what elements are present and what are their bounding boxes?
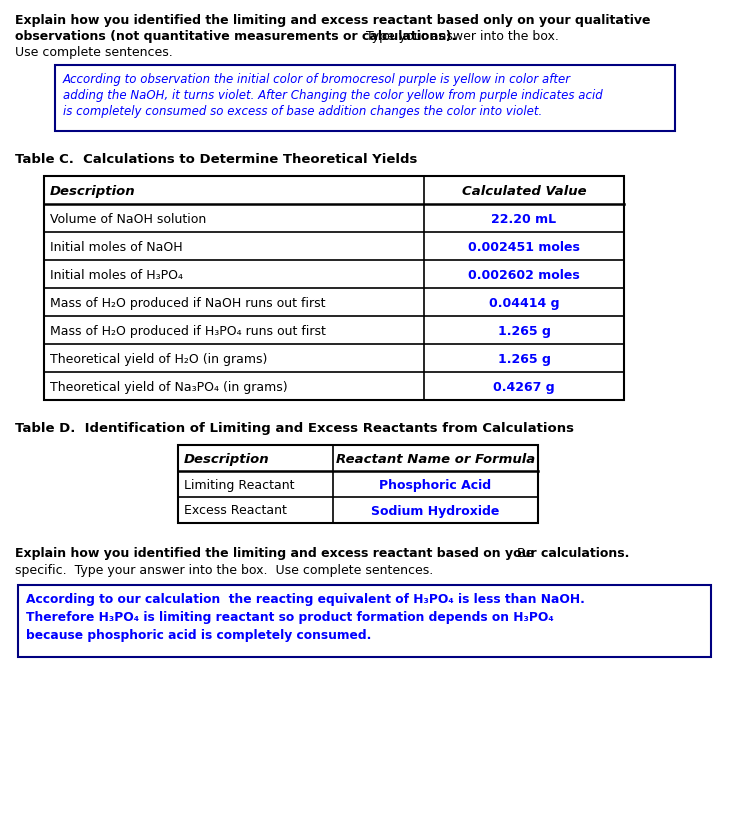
Text: According to observation the initial color of bromocresol purple is yellow in co: According to observation the initial col… [63,73,571,86]
Text: specific.  Type your answer into the box.  Use complete sentences.: specific. Type your answer into the box.… [15,564,433,577]
Text: Reactant Name or Formula: Reactant Name or Formula [336,453,535,465]
Text: Mass of H₂O produced if H₃PO₄ runs out first: Mass of H₂O produced if H₃PO₄ runs out f… [50,324,326,338]
Text: Description: Description [184,453,270,465]
Bar [18,585,711,657]
Text: Excess Reactant: Excess Reactant [184,505,287,518]
Text: 0.002602 moles: 0.002602 moles [468,269,580,282]
Text: Calculated Value: Calculated Value [461,184,586,198]
Text: Explain how you identified the limiting and excess reactant based on your calcul: Explain how you identified the limiting … [15,547,629,560]
Text: 0.002451 moles: 0.002451 moles [468,240,580,254]
Text: Type your answer into the box.: Type your answer into the box. [358,30,559,43]
Text: because phosphoric acid is completely consumed.: because phosphoric acid is completely co… [26,629,371,642]
Text: Limiting Reactant: Limiting Reactant [184,479,295,491]
Text: Be: Be [509,547,534,560]
Text: Theoretical yield of Na₃PO₄ (in grams): Theoretical yield of Na₃PO₄ (in grams) [50,380,288,394]
Text: 22.20 mL: 22.20 mL [491,213,556,225]
Text: observations (not quantitative measurements or calculations).: observations (not quantitative measureme… [15,30,456,43]
Text: 1.265 g: 1.265 g [498,353,550,365]
Bar [55,65,675,131]
Text: Explain how you identified the limiting and excess reactant based only on your q: Explain how you identified the limiting … [15,14,650,27]
Text: Mass of H₂O produced if NaOH runs out first: Mass of H₂O produced if NaOH runs out fi… [50,297,326,309]
Text: Use complete sentences.: Use complete sentences. [15,46,173,59]
Text: Initial moles of NaOH: Initial moles of NaOH [50,240,183,254]
Text: Initial moles of H₃PO₄: Initial moles of H₃PO₄ [50,269,183,282]
Text: Phosphoric Acid: Phosphoric Acid [379,479,491,491]
Text: Table C.  Calculations to Determine Theoretical Yields: Table C. Calculations to Determine Theor… [15,153,418,166]
Text: Therefore H₃PO₄ is limiting reactant so product formation depends on H₃PO₄: Therefore H₃PO₄ is limiting reactant so … [26,611,554,624]
Text: 1.265 g: 1.265 g [498,324,550,338]
Text: Theoretical yield of H₂O (in grams): Theoretical yield of H₂O (in grams) [50,353,268,365]
Text: According to our calculation  the reacting equivalent of H₃PO₄ is less than NaOH: According to our calculation the reactin… [26,593,585,606]
Text: Volume of NaOH solution: Volume of NaOH solution [50,213,206,225]
Text: Sodium Hydroxide: Sodium Hydroxide [371,505,499,518]
Text: Description: Description [50,184,136,198]
Bar [44,176,624,400]
Bar [178,445,538,523]
Text: is completely consumed so excess of base addition changes the color into violet.: is completely consumed so excess of base… [63,105,542,118]
Text: 0.4267 g: 0.4267 g [494,380,555,394]
Text: adding the NaOH, it turns violet. After Changing the color yellow from purple in: adding the NaOH, it turns violet. After … [63,89,603,102]
Text: Table D.  Identification of Limiting and Excess Reactants from Calculations: Table D. Identification of Limiting and … [15,422,574,435]
Text: 0.04414 g: 0.04414 g [488,297,559,309]
